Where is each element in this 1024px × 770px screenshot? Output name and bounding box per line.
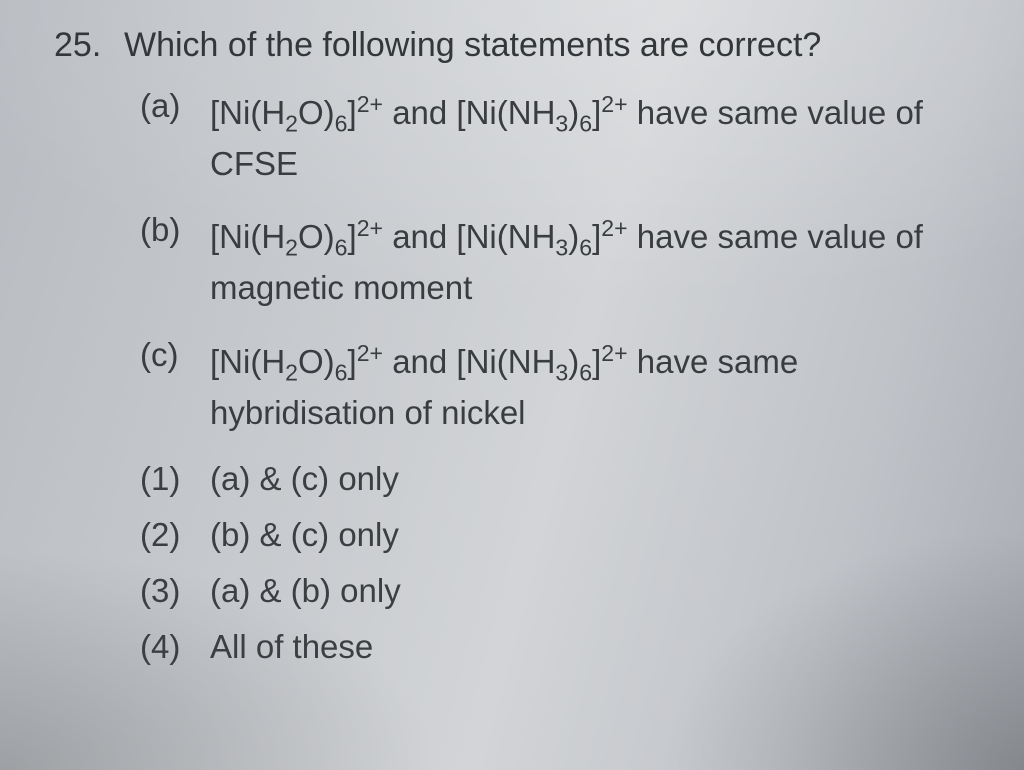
option-3[interactable]: (3) (a) & (b) only: [140, 572, 982, 610]
option-2[interactable]: (2) (b) & (c) only: [140, 516, 982, 554]
superscript: 2+: [601, 215, 627, 241]
option-1-label: (1): [140, 460, 196, 498]
formula-text: and [Ni(NH: [383, 94, 555, 131]
statement-c: (c) [Ni(H2O)6]2+ and [Ni(NH3)6]2+ have s…: [140, 336, 982, 438]
superscript: 2+: [357, 340, 383, 366]
formula-text: O): [298, 218, 335, 255]
formula-text: and [Ni(NH: [383, 218, 555, 255]
statement-b-label: (b): [140, 211, 196, 249]
subscript: 3: [555, 111, 568, 137]
superscript: 2+: [601, 340, 627, 366]
subscript: 2: [285, 359, 298, 385]
subscript: 3: [555, 235, 568, 261]
superscript: 2+: [357, 91, 383, 117]
formula-text: ]: [592, 343, 601, 380]
statement-b-body: [Ni(H2O)6]2+ and [Ni(NH3)6]2+ have same …: [210, 211, 982, 313]
statement-c-body: [Ni(H2O)6]2+ and [Ni(NH3)6]2+ have same …: [210, 336, 982, 438]
option-1-text: (a) & (c) only: [210, 460, 399, 498]
answer-options: (1) (a) & (c) only (2) (b) & (c) only (3…: [140, 460, 982, 666]
option-4[interactable]: (4) All of these: [140, 628, 982, 666]
subscript: 2: [285, 111, 298, 137]
subscript: 6: [335, 111, 348, 137]
formula-text: and [Ni(NH: [383, 343, 555, 380]
subscript: 6: [579, 111, 592, 137]
option-3-label: (3): [140, 572, 196, 610]
option-2-text: (b) & (c) only: [210, 516, 399, 554]
question-number: 25.: [54, 26, 106, 65]
statement-b: (b) [Ni(H2O)6]2+ and [Ni(NH3)6]2+ have s…: [140, 211, 982, 313]
question-text: Which of the following statements are co…: [124, 26, 821, 65]
option-4-text: All of these: [210, 628, 373, 666]
statement-a-body: [Ni(H2O)6]2+ and [Ni(NH3)6]2+ have same …: [210, 87, 982, 189]
superscript: 2+: [601, 91, 627, 117]
subscript: 6: [335, 235, 348, 261]
statement-a: (a) [Ni(H2O)6]2+ and [Ni(NH3)6]2+ have s…: [140, 87, 982, 189]
formula-text: [Ni(H: [210, 218, 285, 255]
formula-text: ]: [348, 343, 357, 380]
subscript: 6: [579, 235, 592, 261]
formula-text: ]: [348, 94, 357, 131]
formula-text: ]: [592, 218, 601, 255]
subscript: 6: [579, 359, 592, 385]
formula-text: [Ni(H: [210, 94, 285, 131]
formula-text: ]: [348, 218, 357, 255]
formula-text: ): [568, 94, 579, 131]
formula-text: O): [298, 343, 335, 380]
superscript: 2+: [357, 215, 383, 241]
statement-c-label: (c): [140, 336, 196, 374]
subscript: 6: [335, 359, 348, 385]
option-4-label: (4): [140, 628, 196, 666]
question-row: 25. Which of the following statements ar…: [54, 26, 982, 65]
formula-text: [Ni(H: [210, 343, 285, 380]
formula-text: O): [298, 94, 335, 131]
formula-text: ]: [592, 94, 601, 131]
subscript: 2: [285, 235, 298, 261]
subscript: 3: [555, 359, 568, 385]
statement-a-label: (a): [140, 87, 196, 125]
question-page: 25. Which of the following statements ar…: [0, 0, 1024, 666]
option-2-label: (2): [140, 516, 196, 554]
formula-text: ): [568, 218, 579, 255]
option-1[interactable]: (1) (a) & (c) only: [140, 460, 982, 498]
formula-text: ): [568, 343, 579, 380]
option-3-text: (a) & (b) only: [210, 572, 401, 610]
